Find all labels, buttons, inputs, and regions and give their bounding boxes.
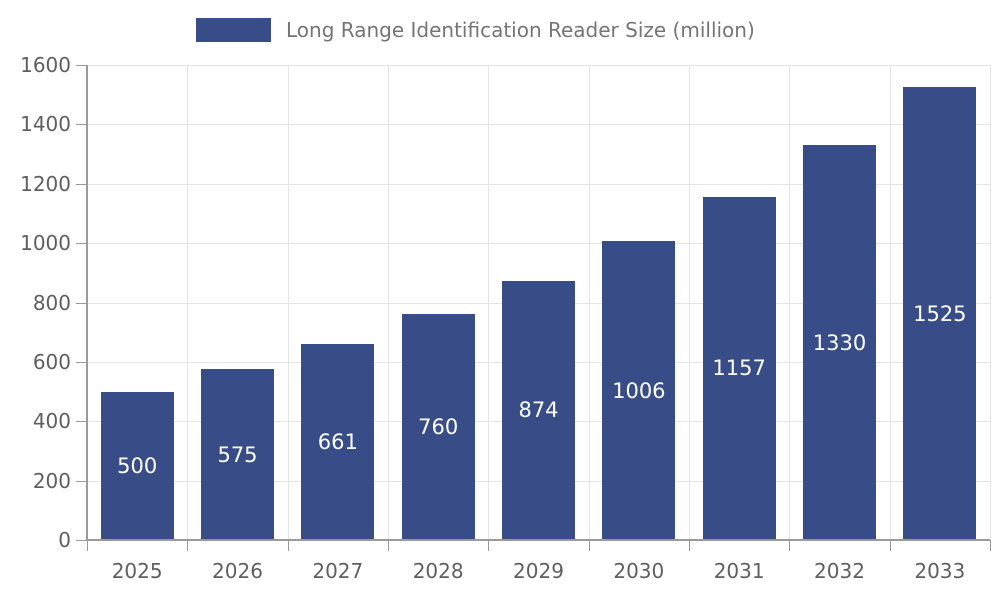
x-axis-tick-label: 2032 bbox=[814, 559, 865, 583]
y-axis-tick-label: 0 bbox=[58, 528, 71, 552]
legend-swatch bbox=[196, 18, 271, 42]
gridline-horizontal bbox=[87, 183, 990, 185]
gridline-vertical bbox=[588, 65, 590, 540]
x-axis-tick bbox=[187, 540, 189, 551]
x-axis-tick-label: 2028 bbox=[412, 559, 464, 583]
y-axis-tick bbox=[76, 243, 87, 245]
bar-value-label: 575 bbox=[217, 442, 258, 467]
plot-area: 0 200 400 600 800 1000 1200 1400 1600 500 2025 575 2… bbox=[20, 54, 991, 583]
y-axis-tick-label: 1600 bbox=[20, 53, 71, 77]
y-axis-tick-label: 1200 bbox=[20, 171, 71, 196]
y-axis-tick bbox=[76, 65, 87, 66]
bar: 1006 bbox=[602, 241, 676, 540]
x-axis-tick-label: 2029 bbox=[513, 559, 564, 583]
gridline-vertical bbox=[889, 65, 891, 540]
x-axis-tick-label: 2031 bbox=[713, 559, 765, 583]
y-axis-tick-label: 1000 bbox=[20, 231, 71, 256]
y-axis-tick bbox=[76, 421, 87, 423]
y-axis-tick-label: 200 bbox=[32, 468, 71, 493]
x-axis-tick-label: 2033 bbox=[914, 559, 966, 583]
chart-legend: Long Range Identification Reader Size (m… bbox=[196, 17, 755, 43]
gridline-vertical bbox=[488, 65, 490, 540]
bar-value-label: 1330 bbox=[812, 330, 867, 355]
gridline-vertical bbox=[689, 65, 690, 540]
bar: 575 bbox=[201, 369, 274, 540]
x-axis-tick bbox=[287, 540, 289, 551]
gridline-vertical bbox=[388, 65, 389, 540]
gridline-horizontal bbox=[87, 243, 990, 245]
x-axis-tick bbox=[990, 540, 991, 551]
x-axis-tick bbox=[87, 540, 88, 551]
y-axis-tick-label: 400 bbox=[32, 409, 71, 434]
y-axis-tick-label: 1400 bbox=[20, 112, 71, 137]
y-axis-tick-label: 800 bbox=[32, 290, 71, 315]
gridline-vertical bbox=[789, 65, 791, 540]
y-axis-tick bbox=[76, 540, 87, 541]
x-axis-tick bbox=[789, 540, 791, 551]
bar-value-label: 1157 bbox=[712, 356, 766, 381]
bar-value-label: 760 bbox=[418, 415, 459, 440]
bar: 874 bbox=[502, 280, 575, 540]
x-axis-tick bbox=[889, 540, 891, 551]
y-axis-tick bbox=[76, 480, 87, 482]
bar: 1525 bbox=[903, 87, 977, 540]
x-axis-tick-label: 2027 bbox=[312, 559, 364, 583]
x-axis-tick-label: 2026 bbox=[212, 559, 263, 583]
gridline-vertical bbox=[990, 65, 991, 540]
y-axis-tick bbox=[76, 124, 87, 126]
bar-value-label: 661 bbox=[317, 429, 358, 454]
gridline-vertical bbox=[287, 65, 289, 540]
bar-value-label: 1006 bbox=[612, 378, 666, 403]
y-axis-tick bbox=[76, 361, 87, 363]
bar: 500 bbox=[100, 391, 174, 540]
x-axis-tick-label: 2030 bbox=[613, 559, 665, 583]
y-axis-tick-label: 600 bbox=[32, 349, 71, 374]
gridline-vertical bbox=[187, 65, 189, 540]
y-axis-tick bbox=[76, 183, 87, 185]
bar: 661 bbox=[301, 343, 375, 540]
x-axis-tick-label: 2025 bbox=[111, 559, 163, 583]
x-axis-line bbox=[86, 539, 990, 541]
y-axis-tick bbox=[76, 302, 87, 304]
bar-value-label: 1525 bbox=[913, 301, 967, 326]
y-axis-line bbox=[86, 65, 88, 540]
x-axis-tick bbox=[488, 540, 490, 551]
legend-label: Long Range Identification Reader Size (m… bbox=[286, 18, 755, 42]
gridline-horizontal bbox=[87, 65, 990, 66]
x-axis-tick bbox=[689, 540, 690, 551]
bar: 1157 bbox=[702, 196, 776, 540]
bar: 760 bbox=[401, 314, 475, 540]
x-axis-tick bbox=[588, 540, 590, 551]
bar: 1330 bbox=[803, 145, 876, 540]
gridline-horizontal bbox=[87, 124, 990, 126]
x-axis-tick bbox=[388, 540, 389, 551]
bar-value-label: 874 bbox=[518, 398, 559, 423]
bar-value-label: 500 bbox=[117, 453, 158, 478]
